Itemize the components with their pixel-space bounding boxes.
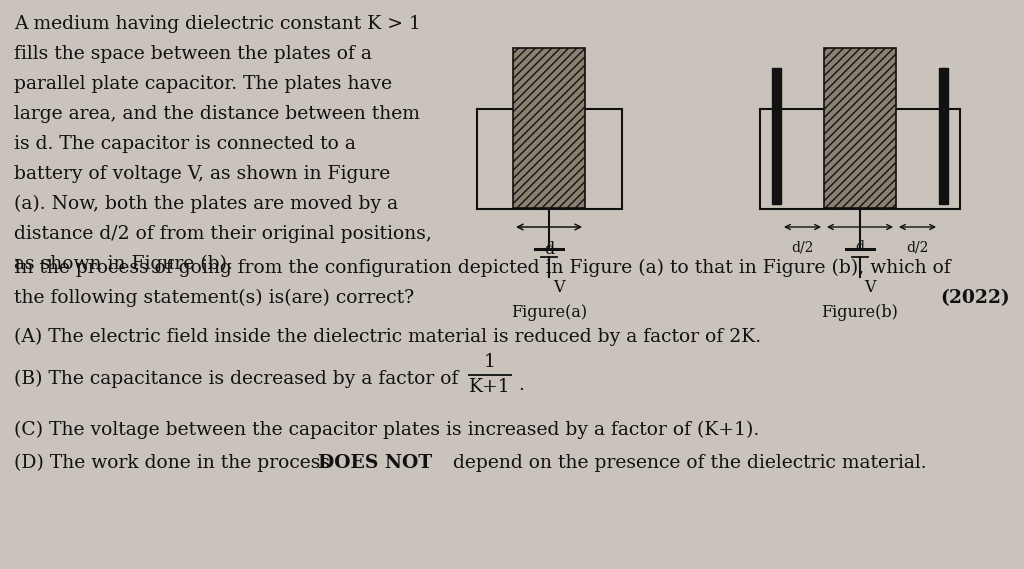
Text: (2022): (2022)	[940, 289, 1010, 307]
Text: distance d/2 of from their original positions,: distance d/2 of from their original posi…	[14, 225, 432, 243]
Text: as shown in Figure (b).: as shown in Figure (b).	[14, 255, 232, 273]
Text: DOES NOT: DOES NOT	[318, 454, 432, 472]
Text: depend on the presence of the dielectric material.: depend on the presence of the dielectric…	[447, 454, 927, 472]
Text: (a). Now, both the plates are moved by a: (a). Now, both the plates are moved by a	[14, 195, 398, 213]
Text: fills the space between the plates of a: fills the space between the plates of a	[14, 45, 372, 63]
Text: V: V	[864, 279, 876, 296]
Text: (A) The electric field inside the dielectric material is reduced by a factor of : (A) The electric field inside the dielec…	[14, 328, 761, 347]
Text: large area, and the distance between them: large area, and the distance between the…	[14, 105, 420, 123]
Bar	[824, 48, 896, 208]
Text: A medium having dielectric constant K > 1: A medium having dielectric constant K > …	[14, 15, 421, 33]
Text: parallel plate capacitor. The plates have: parallel plate capacitor. The plates hav…	[14, 75, 392, 93]
Text: (D) The work done in the process: (D) The work done in the process	[14, 454, 336, 472]
Text: 1: 1	[484, 353, 496, 371]
Bar	[513, 48, 585, 208]
Text: d/2: d/2	[906, 240, 929, 254]
Text: d/2: d/2	[792, 240, 814, 254]
Bar	[939, 68, 948, 204]
Text: Figure(b): Figure(b)	[821, 304, 898, 321]
Text: .: .	[518, 376, 524, 394]
Bar	[772, 68, 781, 204]
Text: battery of voltage V, as shown in Figure: battery of voltage V, as shown in Figure	[14, 165, 390, 183]
Text: d: d	[544, 241, 554, 258]
Text: Figure(a): Figure(a)	[511, 304, 587, 321]
Text: the following statement(s) is(are) correct?: the following statement(s) is(are) corre…	[14, 289, 414, 307]
Text: (C) The voltage between the capacitor plates is increased by a factor of (K+1).: (C) The voltage between the capacitor pl…	[14, 421, 759, 439]
Text: d: d	[855, 240, 864, 254]
Text: (B) The capacitance is decreased by a factor of: (B) The capacitance is decreased by a fa…	[14, 370, 459, 388]
Text: K+1: K+1	[469, 378, 511, 396]
Text: is d. The capacitor is connected to a: is d. The capacitor is connected to a	[14, 135, 356, 153]
Text: In the process of going from the configuration depicted in Figure (a) to that in: In the process of going from the configu…	[14, 259, 950, 277]
Text: V: V	[553, 279, 564, 296]
